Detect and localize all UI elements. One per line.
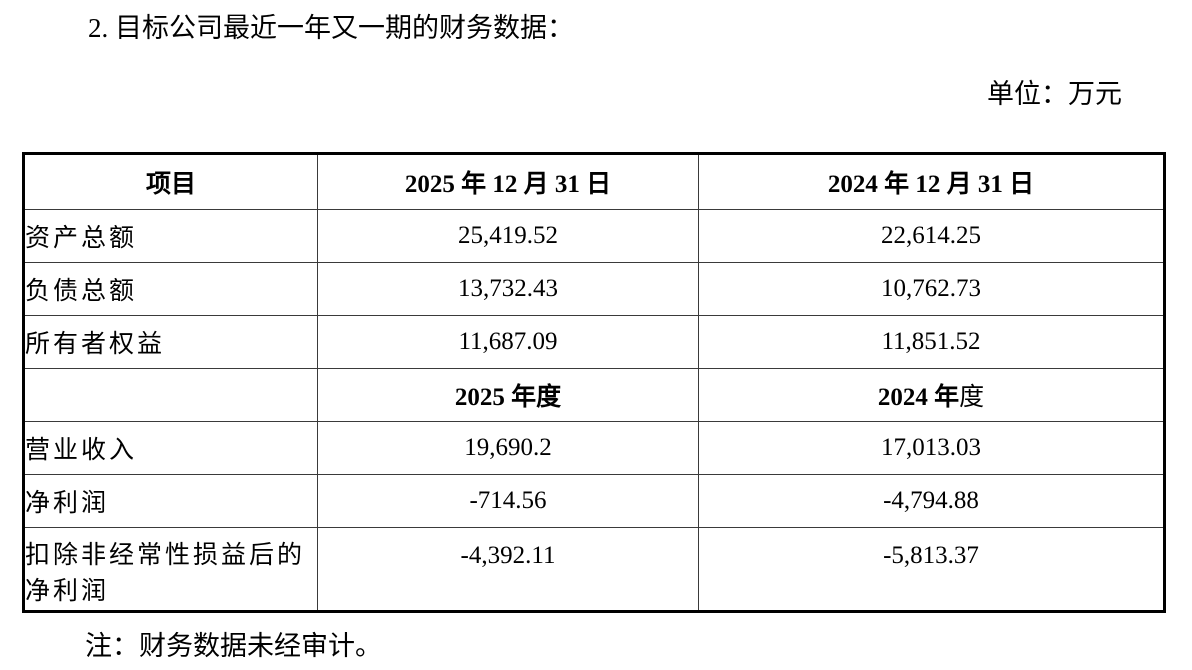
table-row-total-liabilities: 负债总额 13,732.43 10,762.73: [23, 262, 1165, 316]
table-row-net-profit-excl-nonrecurring: 扣除非经常性损益后的净利润 -4,392.11 -5,813.37: [23, 527, 1165, 612]
table-header-row: 项目 2025 年 12 月 31 日 2024 年 12 月 31 日: [23, 153, 1165, 210]
value-2024: -4,794.88: [698, 474, 1165, 528]
row-label: 扣除非经常性损益后的净利润: [23, 527, 318, 612]
row-label: 负债总额: [23, 262, 318, 316]
row-label: 营业收入: [23, 421, 318, 475]
value-2024: 17,013.03: [698, 421, 1165, 475]
table-row-operating-revenue: 营业收入 19,690.2 17,013.03: [23, 421, 1165, 475]
table-row-net-profit: 净利润 -714.56 -4,794.88: [23, 474, 1165, 528]
value-2024: 11,851.52: [698, 315, 1165, 369]
header-date-2025: 2025 年 12 月 31 日: [317, 153, 699, 210]
row-label: 净利润: [23, 474, 318, 528]
section-title: 2. 目标公司最近一年又一期的财务数据：: [88, 13, 574, 43]
unit-label: 单位：万元: [987, 79, 1122, 109]
value-2025: 11,687.09: [317, 315, 699, 369]
header-date-2024: 2024 年 12 月 31 日: [698, 153, 1165, 210]
value-2025: 25,419.52: [317, 209, 699, 263]
row-label: 资产总额: [23, 209, 318, 263]
value-2024: -5,813.37: [698, 527, 1165, 612]
footnote: 注：财务数据未经审计。: [85, 631, 382, 661]
header-item-column: 项目: [23, 153, 318, 210]
header-fy-2025: 2025 年度: [317, 368, 699, 422]
table-row-period-header: 2025 年度 2024 年度: [23, 368, 1165, 422]
value-2024: 10,762.73: [698, 262, 1165, 316]
value-2025: 13,732.43: [317, 262, 699, 316]
header-fy-2024-regular-part: 度: [959, 384, 985, 411]
empty-cell: [23, 368, 318, 422]
header-fy-2024-bold-part: 2024 年: [877, 384, 960, 411]
table-row-total-assets: 资产总额 25,419.52 22,614.25: [23, 209, 1165, 263]
value-2025: 19,690.2: [317, 421, 699, 475]
row-label: 所有者权益: [23, 315, 318, 369]
financial-data-table: 项目 2025 年 12 月 31 日 2024 年 12 月 31 日 资产总…: [22, 152, 1166, 613]
value-2025: -4,392.11: [317, 527, 699, 612]
table-row-owners-equity: 所有者权益 11,687.09 11,851.52: [23, 315, 1165, 369]
value-2024: 22,614.25: [698, 209, 1165, 263]
header-fy-2024: 2024 年度: [698, 368, 1165, 422]
value-2025: -714.56: [317, 474, 699, 528]
